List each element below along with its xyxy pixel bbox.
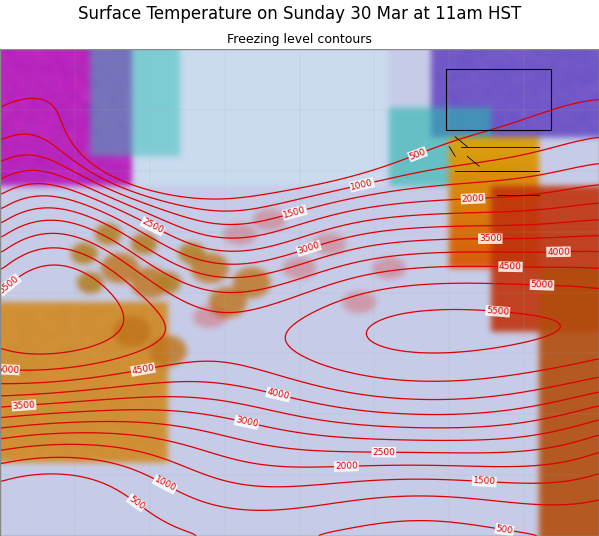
Text: 4000: 4000 [547,247,570,257]
Text: 3500: 3500 [12,400,36,411]
Text: 5000: 5000 [530,280,553,290]
Text: 500: 500 [127,494,146,511]
Bar [446,69,551,130]
Text: 3000: 3000 [297,241,321,256]
Text: 5500: 5500 [0,274,21,295]
Text: Surface Temperature on Sunday 30 Mar at 11am HST: Surface Temperature on Sunday 30 Mar at … [78,5,521,23]
Text: 4500: 4500 [499,262,522,271]
Text: 5500: 5500 [486,306,510,317]
Text: 500: 500 [495,524,514,535]
Text: 4000: 4000 [266,388,291,401]
Text: 2500: 2500 [140,217,165,235]
Text: 2000: 2000 [335,461,358,471]
Text: 3500: 3500 [479,234,502,243]
Text: 1500: 1500 [473,477,496,487]
Text: Freezing level contours: Freezing level contours [227,33,372,46]
Text: 1500: 1500 [282,205,307,220]
Text: 3000: 3000 [234,415,259,429]
Text: 4500: 4500 [131,363,155,376]
Text: 1000: 1000 [350,178,374,192]
Text: 2500: 2500 [373,448,395,457]
Text: 2000: 2000 [461,193,485,204]
Text: 1000: 1000 [153,475,177,494]
Text: 500: 500 [408,147,427,161]
Text: 5000: 5000 [0,364,19,375]
